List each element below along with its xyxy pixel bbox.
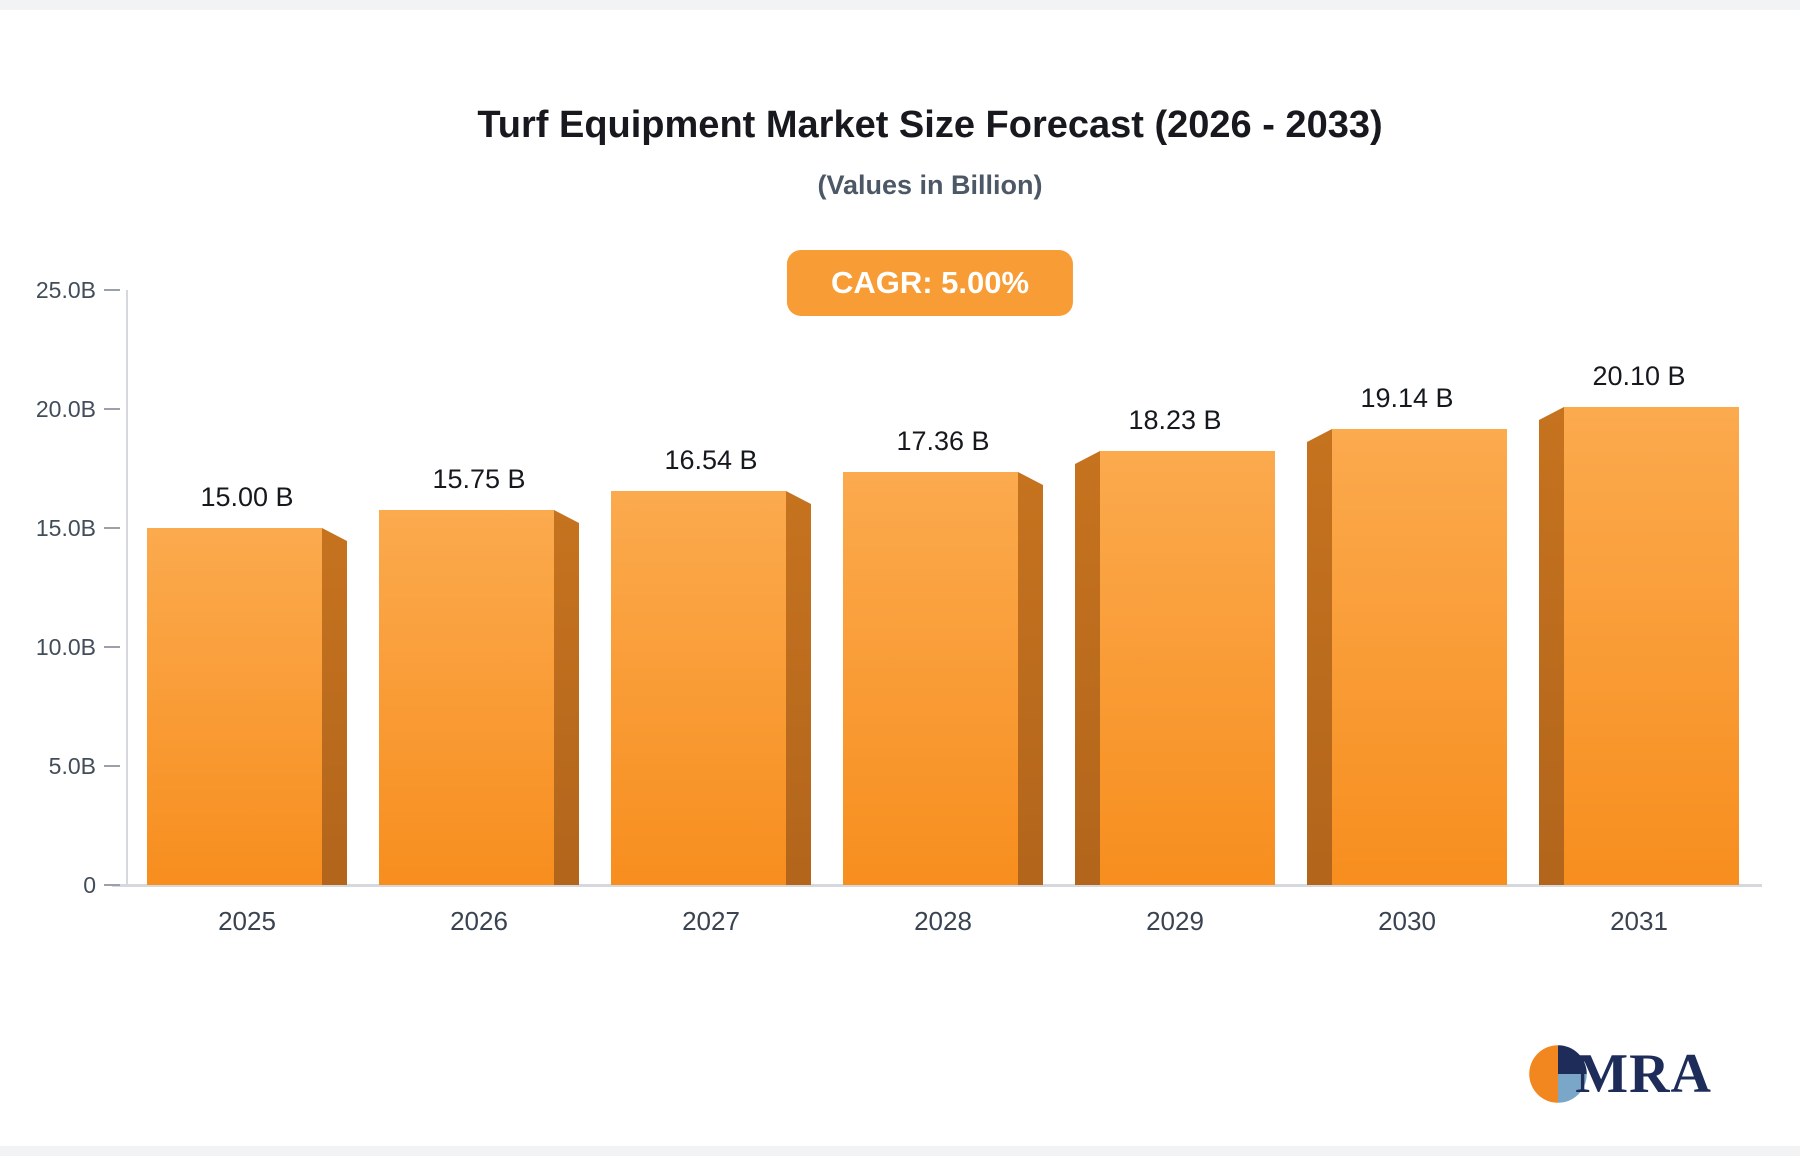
chart-subtitle: (Values in Billion) — [817, 170, 1043, 200]
y-axis-tick-mark — [104, 408, 120, 410]
bar-value-label: 16.54 B — [664, 445, 758, 475]
bar-group — [1539, 407, 1739, 885]
brand-pie-icon — [1529, 1045, 1588, 1103]
bar-front-face — [611, 491, 786, 885]
bar-value-label: 19.14 B — [1360, 383, 1454, 413]
x-axis-label: 2029 — [1146, 906, 1204, 936]
cagr-badge: CAGR: 5.00% — [786, 250, 1074, 316]
bar-value-label: 20.10 B — [1592, 361, 1686, 391]
top-edge-strip — [0, 0, 1800, 10]
x-axis-label: 2030 — [1378, 906, 1436, 936]
bar-value-label: 18.23 B — [1128, 405, 1222, 435]
bar-group — [611, 491, 811, 885]
bar-side-face — [1018, 472, 1043, 885]
bar-side-face — [786, 491, 811, 885]
bar-value-label: 17.36 B — [896, 426, 990, 456]
y-axis-tick-label: 20.0B — [35, 396, 96, 422]
y-axis-tick-mark — [104, 646, 120, 648]
bar-front-face — [843, 472, 1018, 885]
bar-side-face — [554, 510, 579, 885]
bar-front-face — [147, 528, 322, 885]
y-axis-tick-mark — [104, 527, 120, 529]
x-axis-label: 2027 — [682, 906, 740, 936]
bar-front-face — [1100, 451, 1275, 885]
bar-front-face — [379, 510, 554, 885]
y-axis-tick-mark — [104, 765, 120, 767]
bar-front-face — [1564, 407, 1739, 885]
bar-group — [379, 510, 579, 885]
brand-logo-text: MRA — [1575, 1043, 1712, 1105]
cagr-badge-label: CAGR: 5.00% — [830, 265, 1030, 300]
bar-group — [1075, 451, 1275, 885]
bar-group — [147, 528, 347, 885]
bar-group — [843, 472, 1043, 885]
bar-group — [1307, 429, 1507, 885]
bar-side-face — [322, 528, 347, 885]
chart-title: Turf Equipment Market Size Forecast (202… — [477, 104, 1383, 146]
bottom-edge-strip — [0, 1146, 1800, 1156]
bar-value-label: 15.75 B — [432, 464, 526, 494]
y-axis-tick-label: 5.0B — [48, 753, 96, 779]
x-axis-label: 2025 — [218, 906, 276, 936]
x-axis-label: 2026 — [450, 906, 508, 936]
y-axis-tick-label: 25.0B — [35, 277, 96, 303]
y-axis-tick-label: 10.0B — [35, 634, 96, 660]
y-axis-line — [126, 290, 128, 885]
x-axis-label: 2028 — [914, 906, 972, 936]
y-axis-tick-mark — [104, 884, 120, 886]
y-axis-tick-label: 15.0B — [35, 515, 96, 541]
bar-side-face — [1307, 429, 1332, 885]
bar-side-face — [1075, 451, 1100, 885]
y-axis-tick-mark — [104, 289, 120, 291]
y-axis-tick-label: 0 — [83, 872, 96, 898]
bar-value-label: 15.00 B — [200, 482, 294, 512]
x-axis-label: 2031 — [1610, 906, 1668, 936]
bar-side-face — [1539, 407, 1564, 885]
x-axis-line — [112, 884, 1762, 887]
brand-logo: MRA — [1527, 1042, 1712, 1106]
bar-front-face — [1332, 429, 1507, 885]
